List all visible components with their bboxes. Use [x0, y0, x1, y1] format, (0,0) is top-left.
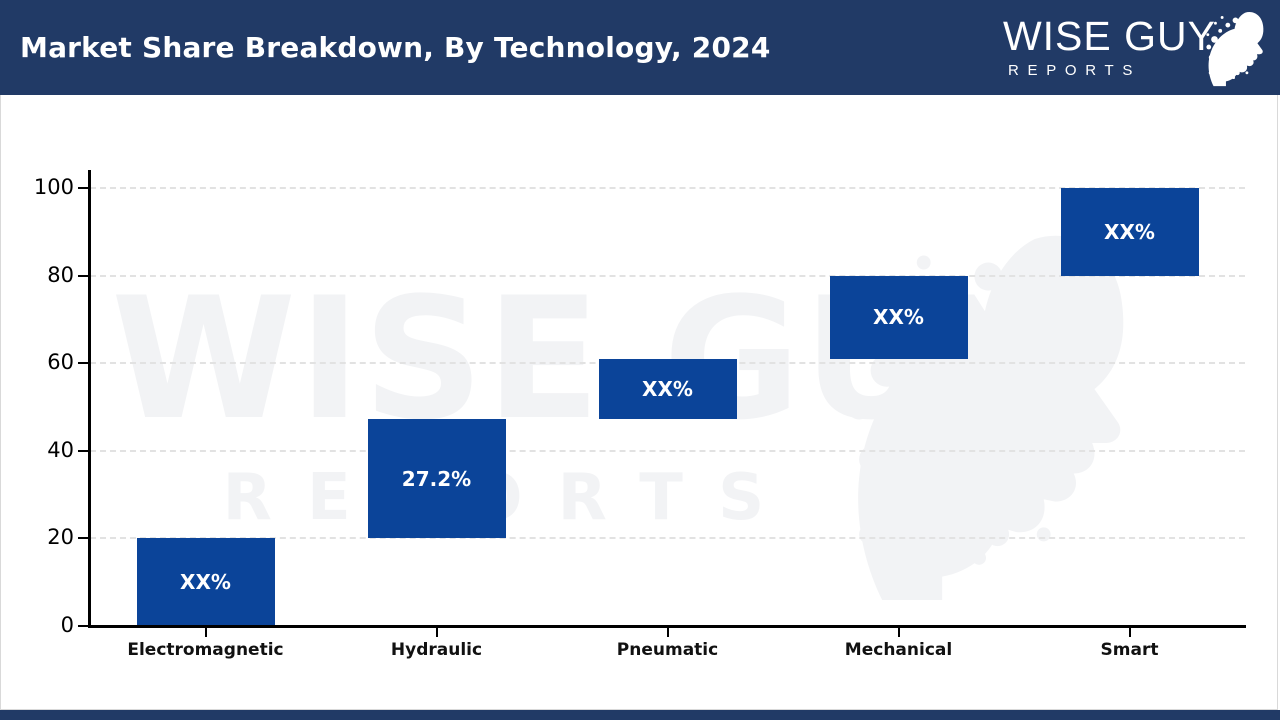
logo-subtitle: REPORTS [1007, 62, 1142, 79]
wise-guy-logo: WISE GUY REPORTS [1003, 9, 1266, 87]
wise-guy-face-icon [1206, 11, 1264, 86]
y-axis-line [88, 170, 91, 628]
logo-wordmark: WISE GUY [1002, 13, 1216, 59]
footer-bar [0, 710, 1280, 720]
chart-panel: WISE GUY REPORTS [0, 95, 1278, 710]
page-title: Market Share Breakdown, By Technology, 2… [20, 31, 771, 64]
watermark: WISE GUY REPORTS [111, 261, 1066, 535]
logo-text: WISE GUY REPORTS [1002, 13, 1216, 80]
x-axis-line [88, 625, 1246, 628]
watermark-wordmark: WISE GUY [111, 261, 1066, 457]
watermark-subtitle: REPORTS [222, 461, 800, 535]
watermark-face-icon [836, 225, 1136, 600]
header: Market Share Breakdown, By Technology, 2… [0, 0, 1280, 95]
